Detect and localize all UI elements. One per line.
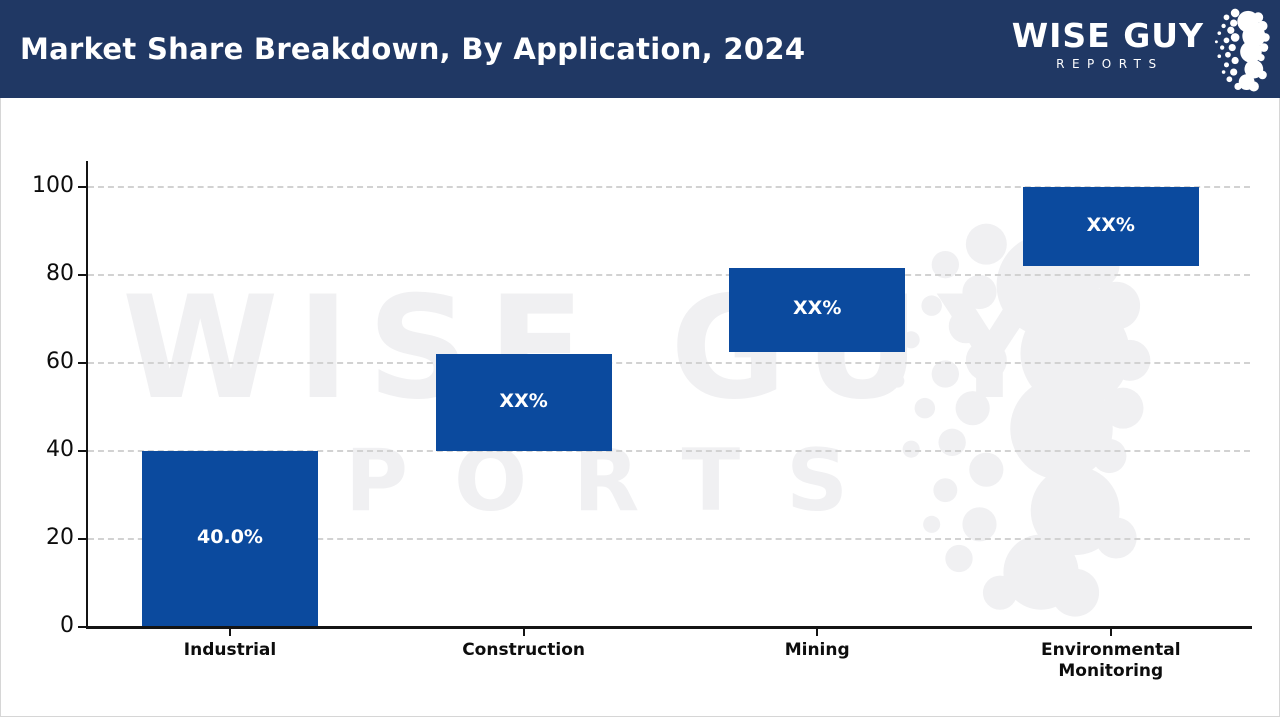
ytick-mark-0 bbox=[78, 626, 86, 628]
gridline-80 bbox=[88, 274, 1250, 276]
header-band: Market Share Breakdown, By Application, … bbox=[0, 0, 1280, 98]
x-axis-spine bbox=[86, 626, 1252, 629]
xtick-mark-construction bbox=[522, 629, 525, 636]
gridline-40 bbox=[88, 450, 1250, 452]
ytick-mark-80 bbox=[78, 274, 86, 276]
xlabel-environmental-monitoring: Environmental Monitoring bbox=[1041, 640, 1181, 682]
bar-label-environmental-monitoring: XX% bbox=[1086, 213, 1135, 236]
ytick-mark-100 bbox=[78, 186, 86, 188]
xlabel-mining: Mining bbox=[784, 640, 850, 660]
y-axis-spine bbox=[86, 161, 88, 629]
xtick-mark-industrial bbox=[229, 629, 231, 636]
ytick-mark-20 bbox=[78, 538, 86, 540]
xlabel-construction: Construction bbox=[462, 640, 585, 660]
bar-industrial bbox=[142, 451, 318, 627]
ytick-label-0: 0 bbox=[60, 613, 74, 638]
ytick-mark-40 bbox=[78, 450, 86, 452]
ytick-label-100: 100 bbox=[32, 173, 74, 198]
wiseguy-logo-name: WISE GUY bbox=[1011, 16, 1204, 55]
xlabel-industrial: Industrial bbox=[183, 640, 277, 660]
bar-label-construction: XX% bbox=[499, 389, 548, 412]
ytick-label-60: 60 bbox=[46, 349, 74, 374]
bar-environmental-monitoring bbox=[1022, 187, 1199, 267]
gridline-60 bbox=[88, 362, 1250, 364]
wiseguy-logo-subtitle: REPORTS bbox=[1056, 57, 1164, 71]
watermark-reports-text: PORTS bbox=[345, 431, 895, 531]
bar-label-mining: XX% bbox=[793, 297, 842, 320]
ytick-label-40: 40 bbox=[46, 437, 74, 462]
gridline-100 bbox=[88, 186, 1250, 188]
bar-label-industrial: 40.0% bbox=[197, 526, 263, 548]
frame-border-bottom bbox=[0, 716, 1280, 717]
ytick-label-80: 80 bbox=[46, 261, 74, 286]
bar-construction bbox=[435, 354, 612, 451]
xtick-mark-mining bbox=[816, 629, 819, 636]
xtick-mark-environmental-monitoring bbox=[1109, 629, 1112, 636]
wiseguy-head-icon bbox=[1214, 8, 1270, 92]
gridline-20 bbox=[88, 538, 1250, 540]
wiseguy-logo: WISE GUY REPORTS bbox=[1012, 5, 1272, 93]
frame-border-left bbox=[0, 98, 1, 716]
ytick-label-20: 20 bbox=[46, 525, 74, 550]
wiseguy-logo-text: WISE GUY REPORTS bbox=[1012, 19, 1204, 71]
bar-mining bbox=[729, 268, 906, 352]
ytick-mark-60 bbox=[78, 362, 86, 364]
chart-title: Market Share Breakdown, By Application, … bbox=[20, 32, 806, 66]
